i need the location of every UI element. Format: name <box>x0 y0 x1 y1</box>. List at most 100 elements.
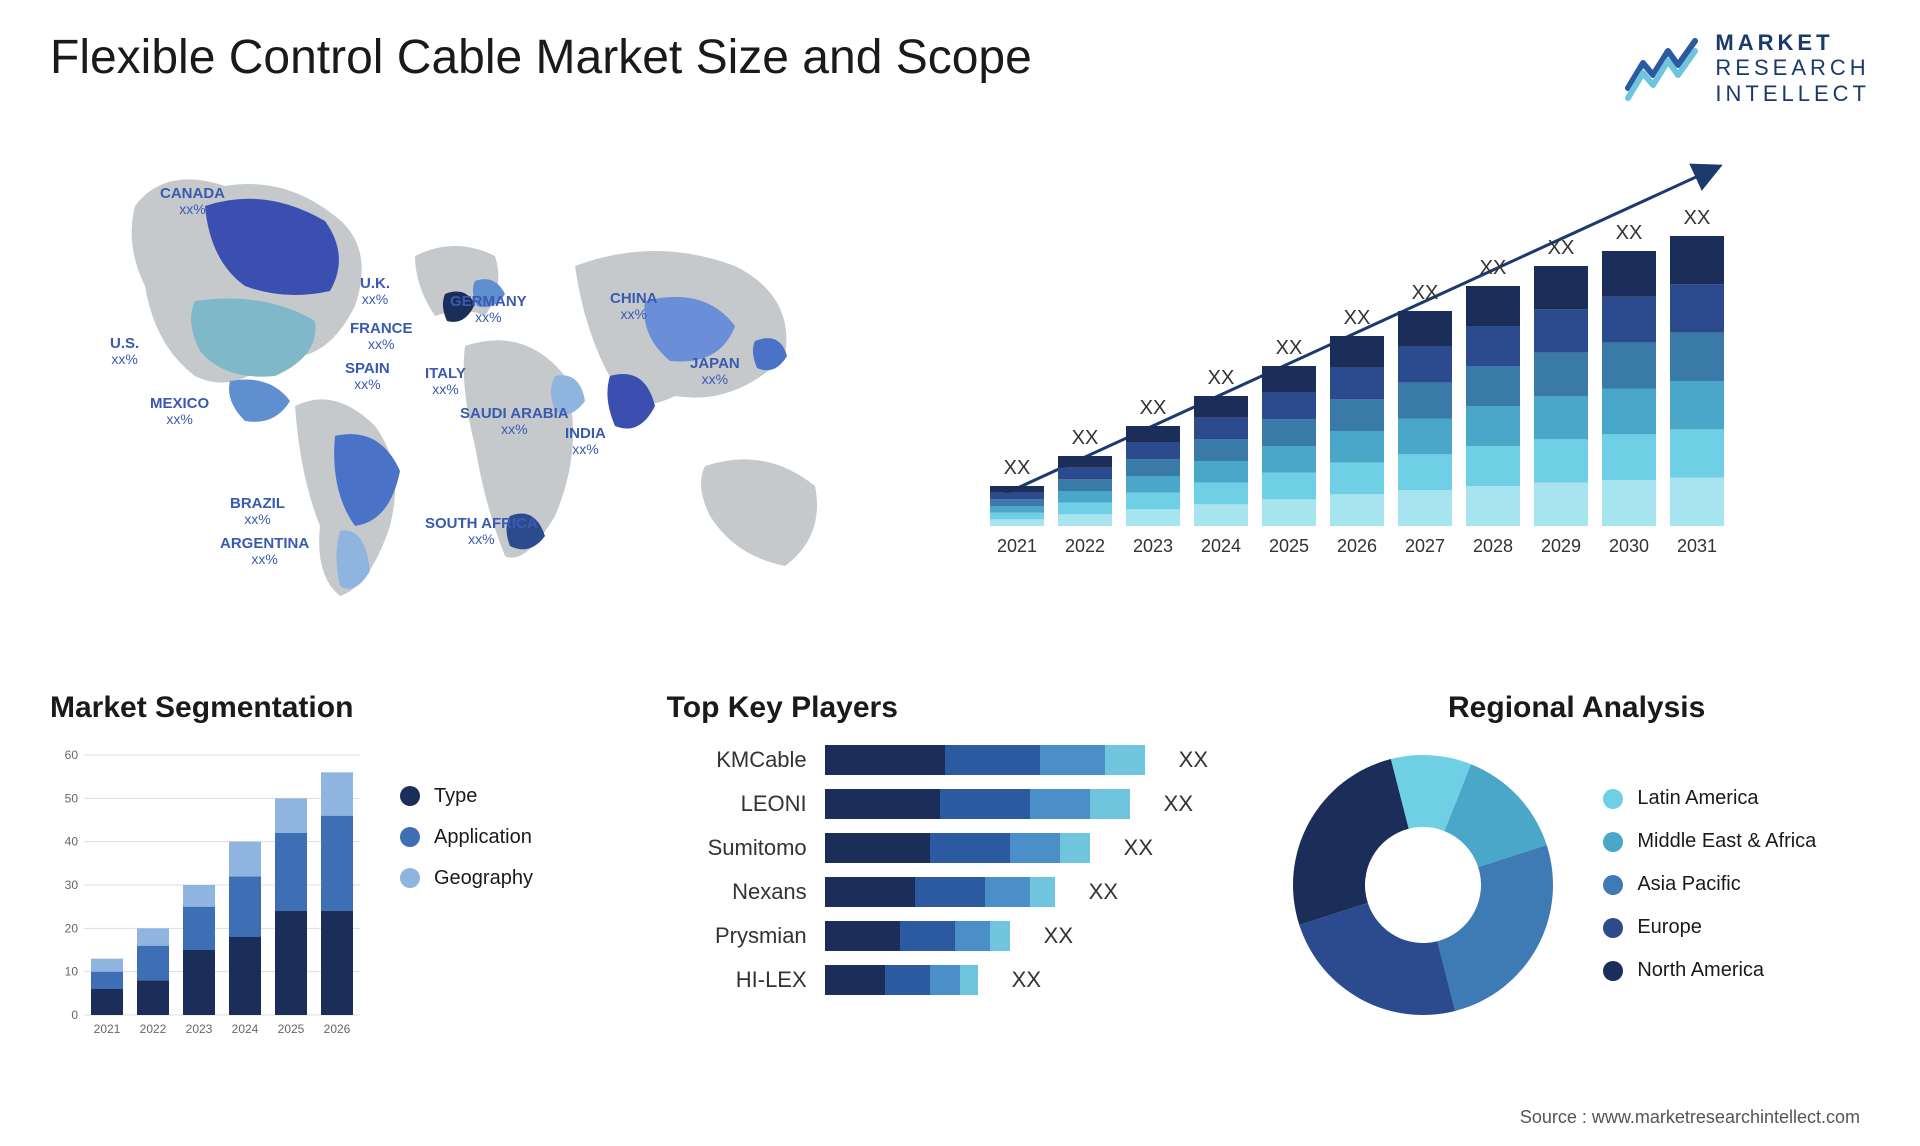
swatch-icon <box>1603 918 1623 938</box>
kp-value: XX <box>1164 791 1193 817</box>
map-label-brazil: BRAZILxx% <box>230 496 285 529</box>
seg-legend-geography: Geography <box>400 867 533 890</box>
kp-row-kmcable: KMCable XX <box>667 745 1254 775</box>
segmentation-chart: 0102030405060202120222023202420252026 <box>50 745 370 1045</box>
kp-label: HI-LEX <box>667 967 807 993</box>
region-legend-label: Europe <box>1637 916 1702 939</box>
kp-bar-seg <box>930 833 1010 863</box>
kp-bar <box>825 965 978 995</box>
kp-label: Nexans <box>667 879 807 905</box>
svg-text:40: 40 <box>65 835 79 849</box>
svg-text:2024: 2024 <box>1201 536 1241 556</box>
svg-text:2028: 2028 <box>1473 536 1513 556</box>
svg-text:0: 0 <box>71 1008 78 1022</box>
map-label-france: FRANCExx% <box>350 321 413 354</box>
svg-text:XX: XX <box>1208 367 1235 389</box>
swatch-icon <box>1603 789 1623 809</box>
kp-bar-seg <box>825 833 930 863</box>
kp-bar-seg <box>1060 833 1090 863</box>
key-players-title: Top Key Players <box>667 691 1254 725</box>
svg-text:2030: 2030 <box>1609 536 1649 556</box>
svg-text:XX: XX <box>1344 307 1371 329</box>
world-map-panel: CANADAxx% U.S.xx% MEXICOxx% BRAZILxx% ARGENT… <box>50 126 940 651</box>
swatch-icon <box>400 827 420 847</box>
svg-text:2023: 2023 <box>1133 536 1173 556</box>
kp-bar <box>825 877 1055 907</box>
kp-label: KMCable <box>667 747 807 773</box>
svg-text:2024: 2024 <box>232 1022 259 1036</box>
region-legend-latin-america: Latin America <box>1603 787 1816 810</box>
kp-bar-seg <box>915 877 985 907</box>
map-label-japan: JAPANxx% <box>690 356 740 389</box>
map-label-germany: GERMANYxx% <box>450 294 527 327</box>
page-title: Flexible Control Cable Market Size and S… <box>50 30 1032 85</box>
kp-value: XX <box>1012 967 1041 993</box>
kp-bar-seg <box>825 921 900 951</box>
svg-text:XX: XX <box>1276 337 1303 359</box>
svg-text:2031: 2031 <box>1677 536 1717 556</box>
swatch-icon <box>1603 832 1623 852</box>
map-label-u-k-: U.K.xx% <box>360 276 390 309</box>
svg-text:XX: XX <box>1072 427 1099 449</box>
brand-logo: MARKET RESEARCH INTELLECT <box>1623 30 1870 106</box>
map-label-italy: ITALYxx% <box>425 366 466 399</box>
kp-bar-seg <box>990 921 1010 951</box>
svg-text:XX: XX <box>1480 257 1507 279</box>
kp-bar-seg <box>900 921 955 951</box>
svg-text:XX: XX <box>1004 457 1031 479</box>
region-legend-asia-pacific: Asia Pacific <box>1603 873 1816 896</box>
regional-panel: Regional Analysis Latin America Middle Ea… <box>1283 691 1870 1045</box>
kp-bar-seg <box>1010 833 1060 863</box>
header: Flexible Control Cable Market Size and S… <box>50 30 1870 106</box>
svg-text:50: 50 <box>65 791 79 805</box>
region-legend-middle-east-africa: Middle East & Africa <box>1603 830 1816 853</box>
kp-bar-seg <box>960 965 978 995</box>
region-legend-label: Middle East & Africa <box>1637 830 1816 853</box>
svg-text:2026: 2026 <box>324 1022 351 1036</box>
kp-label: Prysmian <box>667 923 807 949</box>
swatch-icon <box>1603 875 1623 895</box>
source-text: Source : www.marketresearchintellect.com <box>1520 1107 1860 1128</box>
kp-value: XX <box>1179 747 1208 773</box>
svg-text:XX: XX <box>1140 397 1167 419</box>
svg-text:20: 20 <box>65 921 79 935</box>
key-players-panel: Top Key Players KMCableXXLEONIXXSumitomo… <box>667 691 1254 1045</box>
kp-bar <box>825 789 1130 819</box>
segmentation-panel: Market Segmentation 01020304050602021202… <box>50 691 637 1045</box>
kp-bar-seg <box>955 921 990 951</box>
svg-text:60: 60 <box>65 748 79 762</box>
svg-text:2025: 2025 <box>278 1022 305 1036</box>
svg-text:2026: 2026 <box>1337 536 1377 556</box>
kp-bar-seg <box>825 789 940 819</box>
kp-bar-seg <box>945 745 1040 775</box>
kp-bar-seg <box>985 877 1030 907</box>
kp-value: XX <box>1124 835 1153 861</box>
svg-text:XX: XX <box>1684 207 1711 229</box>
kp-bar-seg <box>825 965 885 995</box>
seg-legend-label: Application <box>434 826 532 849</box>
map-label-u-s-: U.S.xx% <box>110 336 139 369</box>
swatch-icon <box>400 868 420 888</box>
map-label-argentina: ARGENTINAxx% <box>220 536 309 569</box>
kp-label: Sumitomo <box>667 835 807 861</box>
kp-bar-seg <box>940 789 1030 819</box>
regional-legend: Latin America Middle East & Africa Asia Pa… <box>1603 787 1816 982</box>
kp-bar-seg <box>1030 789 1090 819</box>
map-label-spain: SPAINxx% <box>345 361 390 394</box>
kp-bar-seg <box>1040 745 1105 775</box>
seg-legend-label: Geography <box>434 867 533 890</box>
map-label-canada: CANADAxx% <box>160 186 225 219</box>
segmentation-legend: TypeApplicationGeography <box>400 785 533 890</box>
kp-bar <box>825 745 1145 775</box>
map-label-south-africa: SOUTH AFRICAxx% <box>425 516 538 549</box>
svg-text:10: 10 <box>65 965 79 979</box>
kp-value: XX <box>1044 923 1073 949</box>
map-label-mexico: MEXICOxx% <box>150 396 209 429</box>
regional-title: Regional Analysis <box>1283 691 1870 725</box>
kp-bar-seg <box>825 877 915 907</box>
svg-text:2022: 2022 <box>140 1022 167 1036</box>
svg-text:2022: 2022 <box>1065 536 1105 556</box>
regional-donut <box>1283 745 1563 1025</box>
map-label-india: INDIAxx% <box>565 426 606 459</box>
seg-legend-application: Application <box>400 826 533 849</box>
